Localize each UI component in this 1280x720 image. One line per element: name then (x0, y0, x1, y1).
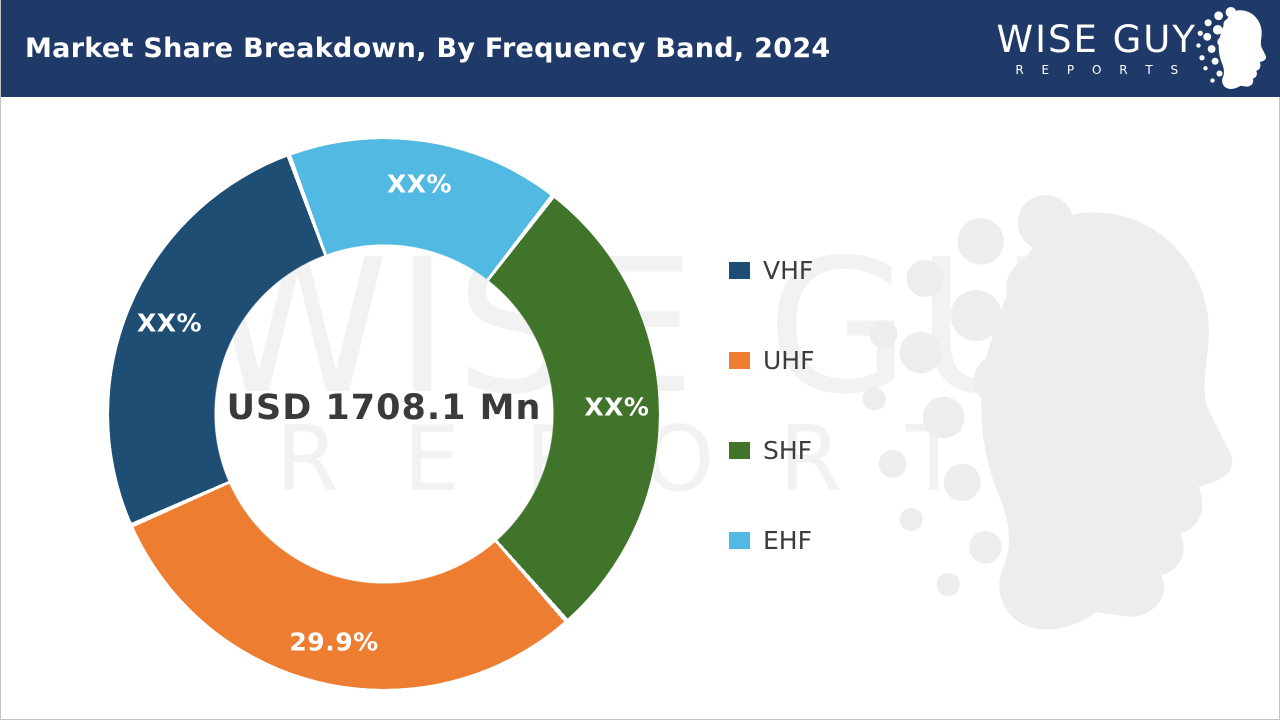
legend-item-uhf: UHF (729, 342, 814, 378)
legend-label-uhf: UHF (763, 345, 815, 375)
legend-label-vhf: VHF (763, 255, 814, 285)
legend-swatch-uhf (729, 351, 750, 369)
donut-chart: USD 1708.1 Mn XX% XX% 29.9% XX% (109, 139, 659, 689)
legend-item-shf: SHF (729, 432, 814, 468)
brand-logo-line2: R E P O R T S (1015, 62, 1186, 77)
brand-logo: WISE GUY R E P O R T S (997, 7, 1267, 91)
segment-label-ehf: XX% (387, 169, 453, 199)
legend-label-shf: SHF (763, 435, 813, 465)
donut-center-value: USD 1708.1 Mn (226, 388, 542, 428)
brand-logo-line1: WISE GUY (996, 17, 1197, 61)
donut-ring (109, 139, 659, 689)
page-title: Market Share Breakdown, By Frequency Ban… (25, 33, 831, 64)
legend-swatch-ehf (729, 531, 750, 549)
brand-face-icon (1193, 7, 1267, 91)
watermark-face-icon (846, 195, 1236, 640)
legend-swatch-vhf (729, 261, 750, 279)
legend-label-ehf: EHF (763, 525, 812, 555)
header: Market Share Breakdown, By Frequency Ban… (1, 0, 1280, 97)
brand-logo-text: WISE GUY R E P O R T S (997, 21, 1197, 77)
legend-swatch-shf (729, 441, 750, 459)
legend-item-ehf: EHF (729, 522, 814, 558)
legend-item-vhf: VHF (729, 252, 814, 288)
segment-label-shf: XX% (584, 392, 650, 422)
segment-label-uhf: 29.9% (289, 627, 379, 657)
segment-label-vhf: XX% (136, 308, 203, 338)
legend: VHF UHF SHF EHF (729, 252, 814, 558)
